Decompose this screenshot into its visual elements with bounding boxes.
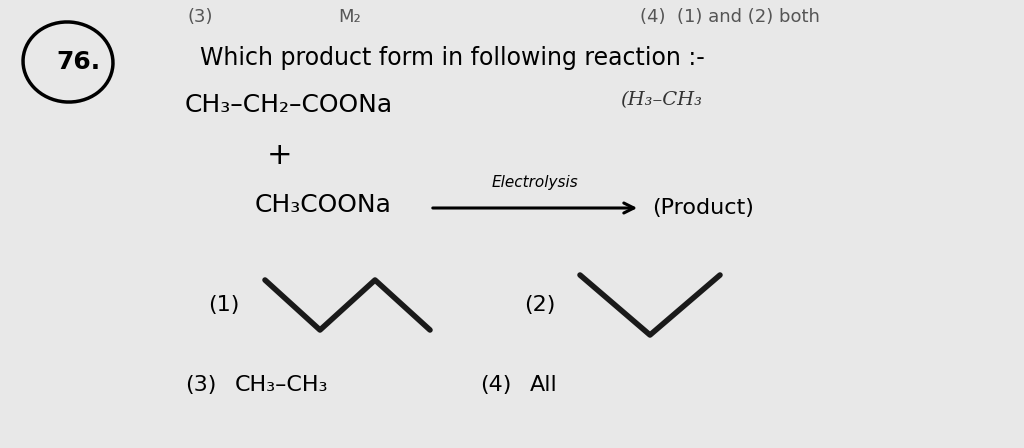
- Text: 76.: 76.: [56, 50, 100, 74]
- Text: M₂: M₂: [339, 8, 361, 26]
- Text: (3): (3): [187, 8, 213, 26]
- Text: Electrolysis: Electrolysis: [492, 175, 579, 190]
- Text: All: All: [530, 375, 558, 395]
- Text: (H₃–CH₃: (H₃–CH₃: [620, 91, 702, 109]
- Text: (4)  (1) and (2) both: (4) (1) and (2) both: [640, 8, 820, 26]
- Text: (Product): (Product): [652, 198, 754, 218]
- Text: +: +: [267, 141, 293, 169]
- Text: (4): (4): [480, 375, 511, 395]
- Text: Which product form in following reaction :-: Which product form in following reaction…: [200, 46, 705, 70]
- Text: CH₃–CH₂–COONa: CH₃–CH₂–COONa: [185, 93, 393, 117]
- Text: CH₃–CH₃: CH₃–CH₃: [234, 375, 329, 395]
- Text: (2): (2): [523, 295, 555, 315]
- Text: (1): (1): [209, 295, 240, 315]
- Text: CH₃COONa: CH₃COONa: [255, 193, 392, 217]
- Text: (3): (3): [185, 375, 216, 395]
